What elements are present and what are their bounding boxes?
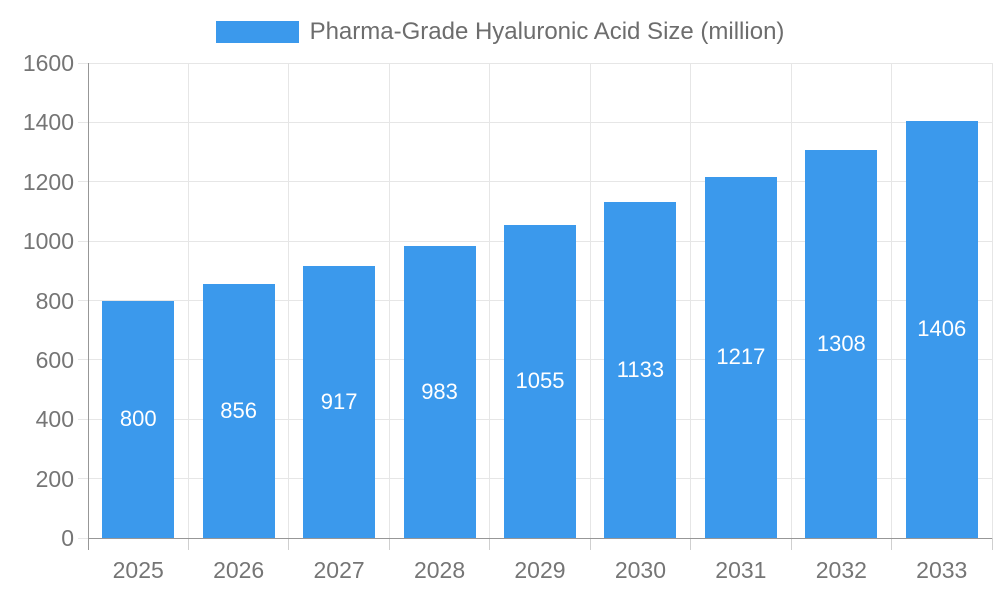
y-axis-tick <box>78 418 88 420</box>
y-tick-label: 1200 <box>22 168 74 195</box>
y-axis-tick <box>78 62 88 64</box>
bar-2030[interactable] <box>604 201 677 538</box>
bar-value-label: 856 <box>220 397 258 423</box>
y-tick-label: 600 <box>35 346 74 373</box>
x-tick-label: 2026 <box>213 557 265 583</box>
x-axis-tick <box>288 538 290 550</box>
x-tick-label: 2027 <box>313 557 365 583</box>
x-axis-tick <box>690 538 692 550</box>
bar-value-label: 1055 <box>515 368 565 394</box>
x-tick-label: 2030 <box>614 557 667 583</box>
y-tick-label: 400 <box>35 406 74 433</box>
x-axis-line <box>88 537 992 539</box>
bar-2032[interactable] <box>805 149 878 538</box>
gridline-vertical <box>991 63 993 538</box>
y-axis-tick <box>78 537 88 539</box>
x-tick-label: 2033 <box>916 557 968 583</box>
bar-value-label: 1406 <box>917 316 967 342</box>
y-tick-label: 1600 <box>22 50 74 76</box>
x-axis-tick <box>388 538 390 550</box>
y-tick-label: 1400 <box>22 109 74 136</box>
y-tick-label: 200 <box>35 465 74 492</box>
x-axis-tick <box>589 538 591 550</box>
bar-value-label: 1217 <box>716 344 766 370</box>
y-tick-label: 1000 <box>22 228 74 255</box>
x-tick-label: 2029 <box>514 557 566 583</box>
x-axis-tick <box>790 538 792 550</box>
gridline-horizontal <box>88 62 992 64</box>
gridline-horizontal <box>88 181 992 183</box>
x-axis-tick <box>991 538 993 550</box>
y-axis-tick <box>78 181 88 183</box>
bar-2033[interactable] <box>905 120 978 538</box>
bar-2029[interactable] <box>504 224 576 538</box>
legend-label: Pharma-Grade Hyaluronic Acid Size (milli… <box>309 18 785 45</box>
x-tick-label: 2025 <box>112 557 164 583</box>
y-tick-label: 800 <box>35 287 74 314</box>
gridline-horizontal <box>88 121 992 123</box>
y-axis-line <box>87 63 89 550</box>
y-axis-tick <box>78 240 88 242</box>
y-tick-label: 0 <box>61 525 74 551</box>
x-tick-label: 2031 <box>715 557 767 583</box>
bar-value-label: 1308 <box>816 330 866 356</box>
x-tick-label: 2032 <box>815 557 867 583</box>
y-axis-tick <box>78 300 88 301</box>
y-axis-tick <box>78 478 88 480</box>
legend-swatch <box>215 21 299 43</box>
legend[interactable]: Pharma-Grade Hyaluronic Acid Size (milli… <box>0 18 1000 46</box>
bar-value-label: 800 <box>119 406 157 432</box>
bar-2028[interactable] <box>403 246 476 538</box>
bar-2027[interactable] <box>303 265 376 538</box>
bar-value-label: 917 <box>320 388 358 414</box>
bar-2025[interactable] <box>102 300 175 538</box>
bar-2026[interactable] <box>202 283 275 538</box>
bar-value-label: 983 <box>421 379 458 405</box>
bar-value-label: 1133 <box>616 356 665 382</box>
x-axis-tick <box>187 538 189 550</box>
y-axis-tick <box>78 121 88 123</box>
y-axis-tick <box>78 359 88 361</box>
x-tick-label: 2028 <box>413 557 466 583</box>
x-axis-tick <box>891 538 893 550</box>
bar-2031[interactable] <box>704 176 777 538</box>
x-axis-tick <box>489 538 491 550</box>
